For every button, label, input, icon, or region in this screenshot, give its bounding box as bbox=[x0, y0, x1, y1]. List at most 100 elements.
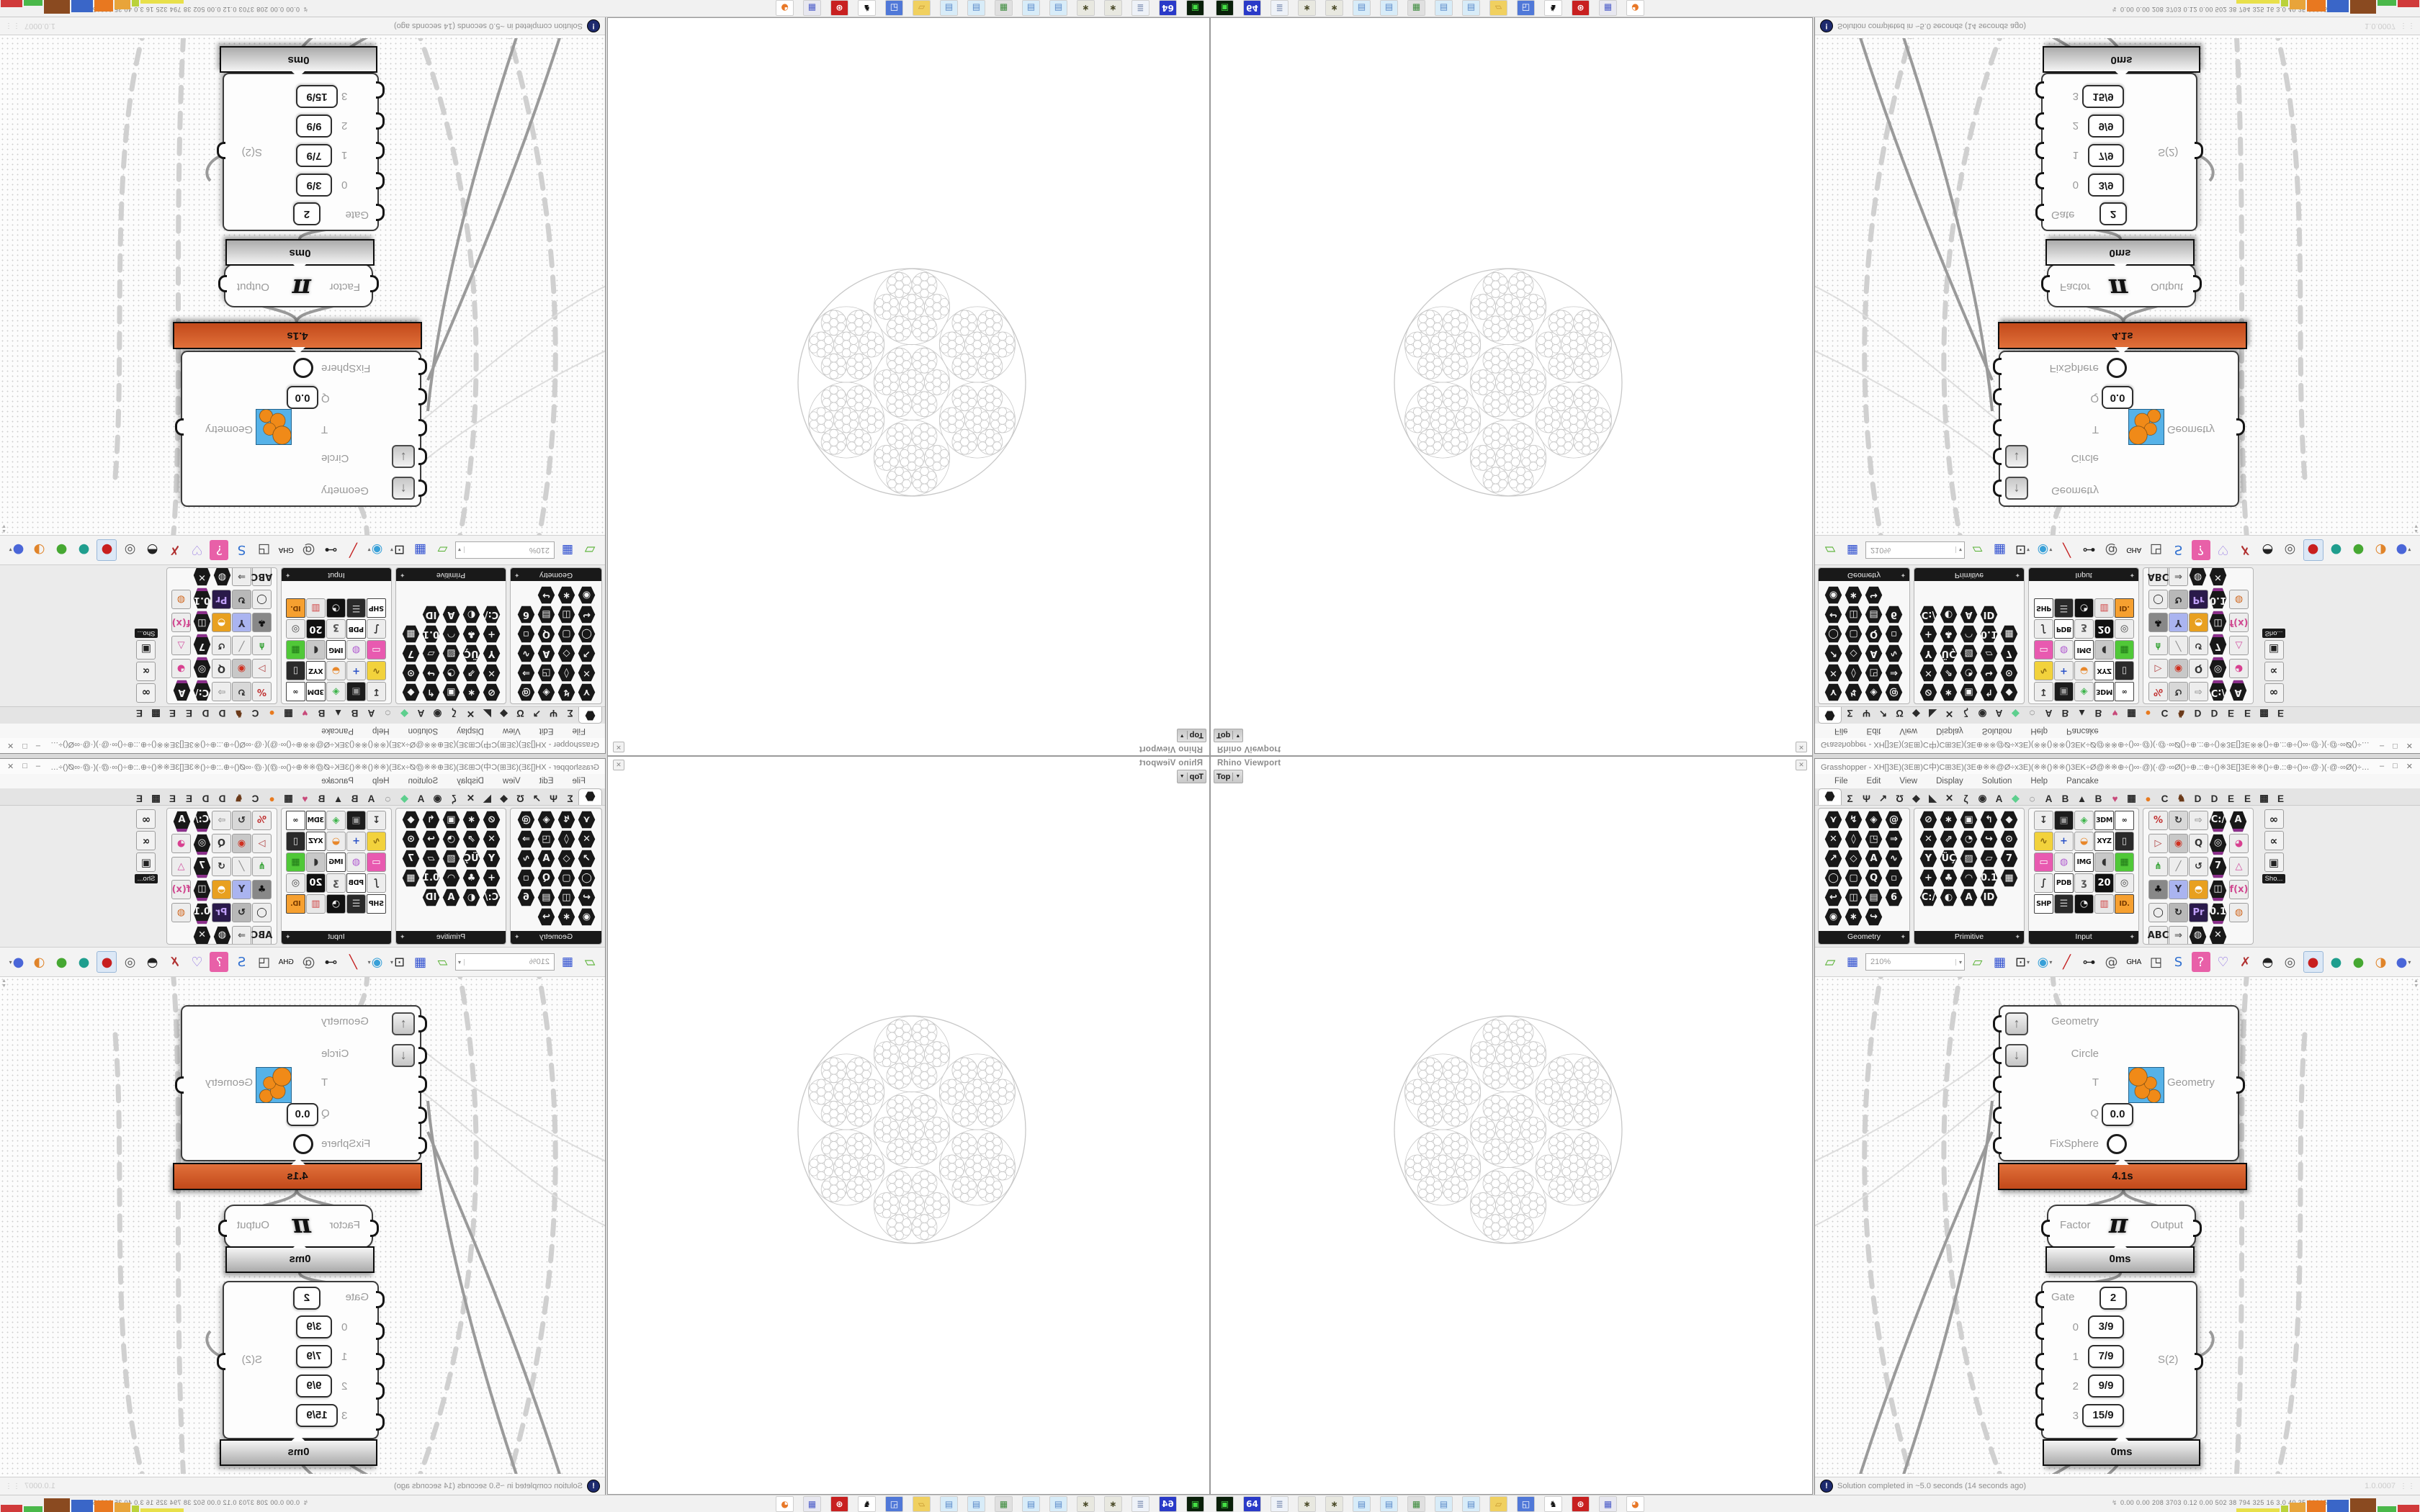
component-icon[interactable]: ◯ bbox=[1824, 625, 1842, 643]
component-icon[interactable]: A bbox=[2229, 680, 2247, 701]
gh-tab[interactable]: ♞ bbox=[234, 793, 243, 804]
minimize-icon[interactable]: – bbox=[35, 742, 40, 750]
toolbar-icon[interactable]: ● ▾ bbox=[2396, 542, 2411, 558]
component-icon[interactable]: ▥ bbox=[2094, 894, 2114, 914]
component-icon[interactable]: ⇗ bbox=[1940, 830, 1958, 848]
gh-tab[interactable]: B bbox=[318, 793, 326, 804]
gate-value-box[interactable]: 2 bbox=[2099, 1287, 2127, 1310]
ribbon-group-label[interactable]: Primitive ✦ bbox=[1914, 568, 2024, 581]
component-icon[interactable]: ⊙ bbox=[2000, 830, 2018, 848]
component-icon[interactable]: ◕ bbox=[171, 834, 191, 853]
component-icon[interactable]: ◒ bbox=[2074, 661, 2094, 680]
component-icon[interactable]: ◎ bbox=[286, 873, 305, 893]
taskbar-app-icon[interactable]: ♞ bbox=[858, 0, 876, 16]
component-icon[interactable]: ◫ bbox=[2209, 611, 2227, 632]
input-grip[interactable] bbox=[2035, 1382, 2044, 1400]
taskbar-app-icon[interactable]: ▦ bbox=[1599, 0, 1617, 16]
menu-item[interactable]: Solution bbox=[1981, 777, 2012, 786]
component-icon[interactable]: ∿ bbox=[517, 850, 535, 868]
component-icon[interactable]: ∗ bbox=[1845, 908, 1863, 926]
component-icon[interactable]: ◕ bbox=[2229, 834, 2249, 853]
gate-row-value-box[interactable]: 3/9 bbox=[296, 1315, 332, 1338]
component-icon[interactable]: ⊘ bbox=[483, 683, 501, 701]
component-icon[interactable]: ◔ bbox=[326, 894, 346, 914]
component-icon[interactable]: ◈ bbox=[2074, 682, 2094, 701]
component-icon[interactable]: ⇨ bbox=[212, 811, 231, 830]
component-icon[interactable]: ✕ bbox=[483, 830, 501, 848]
gate-row-value-box[interactable]: 3/9 bbox=[2088, 174, 2124, 197]
gh-tab[interactable]: D bbox=[218, 793, 226, 804]
component-icon[interactable]: ◈ bbox=[326, 811, 346, 830]
toolbar-icon[interactable]: ⊶ bbox=[2082, 954, 2096, 970]
toolbar-icon[interactable]: ● bbox=[2330, 954, 2342, 970]
toolbar-icon[interactable]: ◎ bbox=[2284, 542, 2296, 558]
toolbar-icon[interactable]: ◎ bbox=[124, 954, 136, 970]
gh-tab[interactable]: ↗ bbox=[532, 793, 542, 804]
component-icon[interactable]: ⋎ bbox=[578, 683, 596, 701]
gh-tab[interactable]: ♥ bbox=[302, 708, 308, 719]
gh-tab[interactable]: ◌ bbox=[2029, 793, 2035, 804]
taskbar-app-icon[interactable]: ▤ bbox=[1353, 1496, 1371, 1512]
toolbar-icon[interactable]: ? bbox=[2192, 952, 2210, 972]
component-icon[interactable]: ◈ bbox=[326, 682, 346, 701]
component-icon[interactable]: ABC bbox=[251, 567, 272, 586]
component-icon[interactable]: ↻ bbox=[2169, 590, 2188, 609]
gh-titlebar[interactable]: Grasshopper - XH[]3E)(3E⊞)C中)C⊞3E)(3E⊕※※… bbox=[0, 738, 605, 753]
component-icon[interactable]: 7 bbox=[402, 850, 420, 868]
taskbar-app-icon[interactable]: ▤ bbox=[1462, 0, 1480, 16]
taskbar-app-icon[interactable]: ⊛ bbox=[830, 0, 848, 16]
gh-tab[interactable]: A bbox=[2045, 793, 2053, 804]
output-grip[interactable] bbox=[2195, 1353, 2203, 1370]
component-icon[interactable]: ↻ bbox=[2169, 682, 2188, 701]
component-icon[interactable]: ◎ bbox=[2209, 834, 2227, 855]
gate-row-value-box[interactable]: 15/9 bbox=[2082, 85, 2124, 108]
component-icon[interactable]: Y bbox=[483, 644, 501, 662]
ribbon-group-label[interactable]: Input ✦ bbox=[282, 568, 391, 581]
gh-tab[interactable]: Ψ bbox=[1863, 793, 1870, 804]
component-icon[interactable]: ◖ bbox=[2094, 640, 2114, 660]
component-icon[interactable]: ◉ bbox=[232, 834, 251, 853]
component-icon[interactable]: ☰ bbox=[2054, 894, 2074, 914]
canvas-scrollbar[interactable]: ▲ ▼ bbox=[1, 523, 6, 534]
menu-item[interactable]: Help bbox=[372, 726, 390, 735]
component-icon[interactable]: ▥ bbox=[306, 598, 326, 618]
taskbar-app-icon[interactable]: ▤ bbox=[940, 1496, 958, 1512]
solution-info-icon[interactable]: ! bbox=[587, 19, 600, 32]
taskbar-app-icon[interactable]: ▣ bbox=[1186, 0, 1204, 16]
gate-row-value-box[interactable]: 7/9 bbox=[2088, 1345, 2124, 1368]
taskbar-app-icon[interactable]: ▤ bbox=[1049, 0, 1067, 16]
toolbar-icon[interactable]: ◳ bbox=[2149, 954, 2162, 970]
save-file-icon[interactable]: ▦ bbox=[561, 955, 574, 969]
taskbar-app-icon[interactable]: ◱ bbox=[1517, 1496, 1535, 1512]
gh-tab[interactable]: B bbox=[2061, 793, 2069, 804]
toolbar-icon[interactable]: ▦ bbox=[1993, 954, 2006, 970]
taskbar-app-icon[interactable]: 64 bbox=[1243, 1496, 1261, 1512]
component-icon[interactable]: 20 bbox=[306, 873, 326, 893]
menu-item[interactable]: Edit bbox=[539, 777, 554, 786]
toolbar-icon[interactable]: ▱ bbox=[437, 542, 448, 558]
gh-tab[interactable]: ◉ bbox=[433, 708, 442, 719]
toolbar-icon[interactable]: ✗ bbox=[169, 954, 181, 970]
component-icon[interactable]: f(x) bbox=[171, 613, 191, 632]
input-grip[interactable] bbox=[2041, 275, 2050, 292]
component-icon[interactable]: ▭ bbox=[367, 640, 386, 660]
taskbar-app-icon[interactable]: ▦ bbox=[1599, 1496, 1617, 1512]
gh-tab[interactable]: ◉ bbox=[1978, 708, 1987, 719]
toolbar-icon[interactable]: ● bbox=[2330, 542, 2342, 558]
component-icon[interactable]: ◈ bbox=[2074, 811, 2094, 830]
toolbar-icon[interactable]: ● ▾ bbox=[2396, 954, 2411, 970]
gh-tab[interactable]: A bbox=[417, 793, 425, 804]
gate-row-value-box[interactable]: 7/9 bbox=[296, 144, 332, 167]
input-grip[interactable] bbox=[2035, 1413, 2044, 1431]
component-icon[interactable]: ☰ bbox=[346, 598, 366, 618]
toolbar-icon[interactable]: ⊡ ▾ bbox=[390, 542, 405, 558]
component-icon[interactable]: ▫ bbox=[517, 869, 535, 887]
gh-tab[interactable]: A bbox=[2045, 708, 2053, 719]
component-icon[interactable]: ◎ bbox=[286, 619, 305, 639]
component-icon[interactable]: ▱ bbox=[1980, 850, 1998, 868]
component-icon[interactable]: ◇ bbox=[1845, 850, 1863, 868]
toolbar-icon[interactable]: ╱ bbox=[349, 542, 357, 558]
component-icon[interactable]: ∞ bbox=[2115, 682, 2134, 701]
component-icon[interactable]: Y bbox=[2169, 613, 2188, 632]
component-icon[interactable]: ⇗ bbox=[462, 664, 480, 682]
